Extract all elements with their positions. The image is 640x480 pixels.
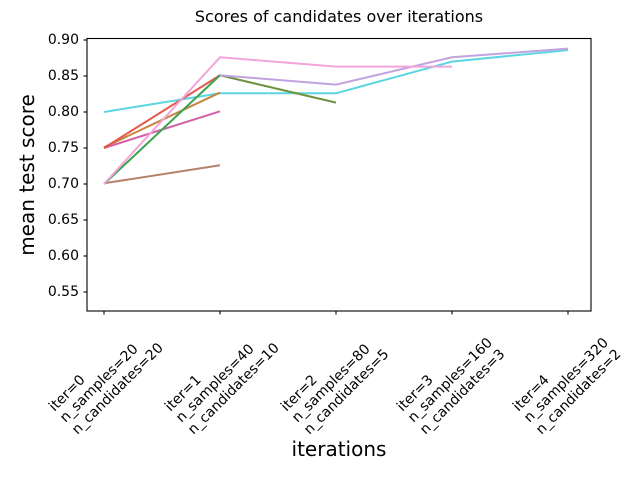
ytick-label: 0.75 <box>47 140 79 156</box>
series-line-candidate-2 <box>103 164 221 185</box>
ytick-label: 0.90 <box>47 32 79 48</box>
series-line-candidate-1 <box>103 49 569 113</box>
ytick-label: 0.65 <box>47 212 79 228</box>
x-axis-label: iterations <box>291 437 387 461</box>
ytick-label: 0.60 <box>47 248 79 264</box>
series-line-candidate-8 <box>219 47 569 86</box>
chart-title: Scores of candidates over iterations <box>194 7 484 26</box>
axes-spines <box>86 37 592 312</box>
ytick-label: 0.80 <box>47 104 79 120</box>
series-line-candidate-5 <box>103 74 221 149</box>
ytick-label: 0.55 <box>47 284 79 300</box>
ytick-label: 0.85 <box>47 68 79 84</box>
series-line-candidate-7 <box>219 74 337 104</box>
ytick-label: 0.70 <box>47 176 79 192</box>
series-line-candidate-6 <box>103 74 221 185</box>
series-line-candidate-9 <box>103 56 452 185</box>
